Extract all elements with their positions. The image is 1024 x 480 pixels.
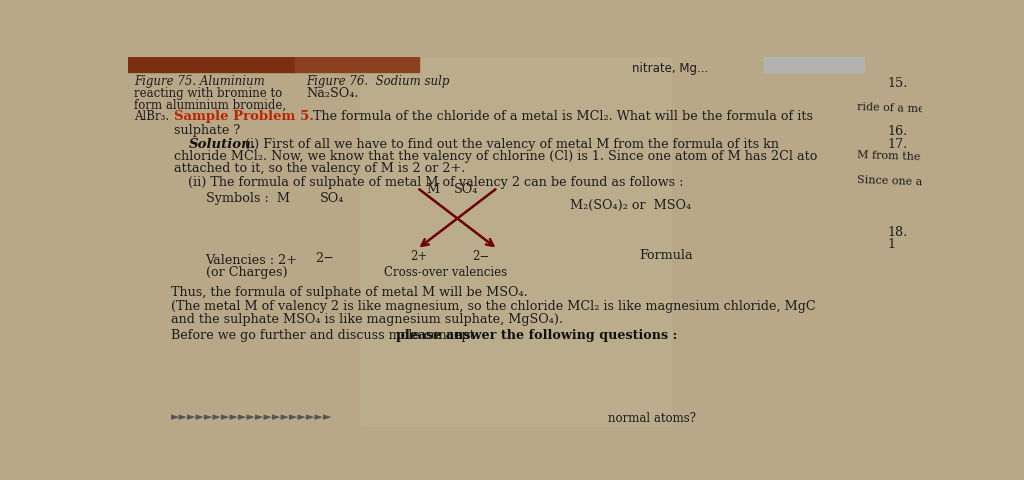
Text: 1: 1 <box>888 238 896 251</box>
Text: normal atoms?: normal atoms? <box>608 411 696 424</box>
Bar <box>295 58 419 73</box>
Text: Valencies : 2+: Valencies : 2+ <box>206 253 298 266</box>
Text: chloride MCl₂. Now, we know that the valency of chlorine (Cl) is 1. Since one at: chloride MCl₂. Now, we know that the val… <box>174 150 818 163</box>
Text: 2−: 2− <box>315 251 334 264</box>
Text: SO₄: SO₄ <box>321 192 344 205</box>
Text: ride of a metal is MCl₂. What will be the formula of: ride of a metal is MCl₂. What will be th… <box>856 102 1024 122</box>
Text: nitrate, Mg...: nitrate, Mg... <box>632 61 708 74</box>
Bar <box>764 58 864 73</box>
Text: The formula of the chloride of a metal is MCl₂. What will be the formula of its: The formula of the chloride of a metal i… <box>305 110 813 123</box>
Text: (or Charges): (or Charges) <box>206 265 287 278</box>
Text: attached to it, so the valency of M is 2 or 2+.: attached to it, so the valency of M is 2… <box>174 162 466 175</box>
Text: 2−: 2− <box>472 250 489 263</box>
Text: Figure 75. Aluminium: Figure 75. Aluminium <box>134 75 265 88</box>
Text: Since one atom of M has 2Cl ato: Since one atom of M has 2Cl ato <box>856 174 1024 191</box>
Text: Figure 76.  Sodium sulp: Figure 76. Sodium sulp <box>306 75 450 88</box>
Text: M₂(SO₄)₂ or  MSO₄: M₂(SO₄)₂ or MSO₄ <box>569 198 691 211</box>
Text: 17.: 17. <box>888 137 907 151</box>
Text: 15.: 15. <box>888 77 908 90</box>
Text: ►►►►►►►►►►►►►►►►►►►: ►►►►►►►►►►►►►►►►►►► <box>171 411 332 421</box>
Text: 16.: 16. <box>888 125 907 138</box>
Text: reacting with bromine to: reacting with bromine to <box>134 87 283 100</box>
Text: Cross-over valencies: Cross-over valencies <box>384 265 507 278</box>
Text: 2+: 2+ <box>410 250 427 263</box>
Text: Formula: Formula <box>640 248 693 261</box>
Text: Solution.: Solution. <box>188 137 256 151</box>
Text: M: M <box>426 183 439 196</box>
Text: (ii) The formula of sulphate of metal M of valency 2 can be found as follows :: (ii) The formula of sulphate of metal M … <box>188 175 684 188</box>
Text: (i) First of all we have to find out the valency of metal M from the formula of : (i) First of all we have to find out the… <box>241 137 779 151</box>
Text: Sample Problem 5.: Sample Problem 5. <box>174 110 314 123</box>
Text: Symbols :  M: Symbols : M <box>206 192 290 205</box>
Text: 18.: 18. <box>888 225 907 238</box>
Text: (The metal M of valency 2 is like magnesium, so the chloride MCl₂ is like magnes: (The metal M of valency 2 is like magnes… <box>171 300 815 312</box>
Text: Na₂SO₄.: Na₂SO₄. <box>306 87 358 100</box>
Bar <box>360 58 671 427</box>
Bar <box>128 58 295 73</box>
Text: SO₄: SO₄ <box>454 183 478 196</box>
Text: Thus, the formula of sulphate of metal M will be MSO₄.: Thus, the formula of sulphate of metal M… <box>171 285 527 298</box>
Text: sulphate ?: sulphate ? <box>174 124 241 137</box>
Text: Before we go further and discuss mole concept: Before we go further and discuss mole co… <box>171 328 478 341</box>
Text: form aluminium bromide,: form aluminium bromide, <box>134 98 287 111</box>
Text: AlBr₃.: AlBr₃. <box>134 110 169 123</box>
Text: M from the formula of its kn: M from the formula of its kn <box>856 150 1017 165</box>
Text: please answer the following questions :: please answer the following questions : <box>396 328 678 341</box>
Text: and the sulphate MSO₄ is like magnesium sulphate, MgSO₄).: and the sulphate MSO₄ is like magnesium … <box>171 312 563 326</box>
